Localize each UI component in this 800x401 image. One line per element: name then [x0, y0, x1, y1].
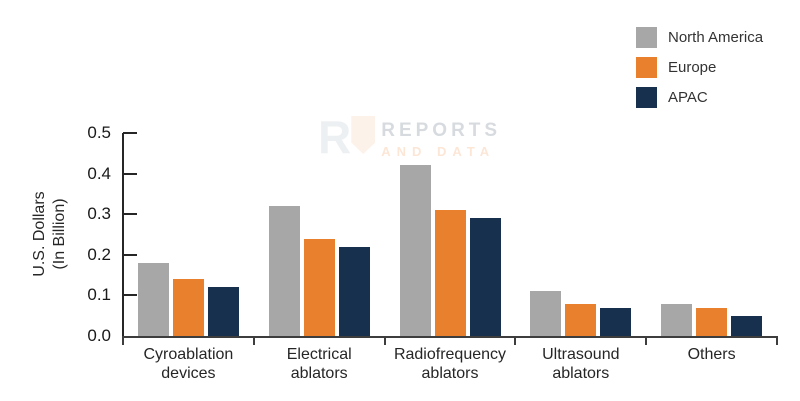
chart-legend: North America Europe APAC [636, 27, 763, 117]
x-category-label-others: Others [687, 346, 736, 363]
legend-label-europe: Europe [668, 59, 717, 76]
y-tick-label: 0.0 [87, 326, 111, 345]
x-category-label-ultrasound-ablators: Ultrasound ablators [542, 346, 620, 382]
bar-others-north-america [661, 304, 693, 336]
y-tick-mark [123, 253, 137, 256]
bar-radiofrequency-ablators-north-america [399, 165, 431, 336]
legend-label-apac: APAC [668, 89, 708, 106]
plot-area [123, 133, 777, 336]
legend-item-north-america: North America [636, 27, 763, 48]
y-axis-title: U.S. Dollars (In Billion) [31, 191, 68, 277]
x-axis-line [122, 336, 778, 338]
y-tick-label: 0.1 [87, 285, 111, 305]
bar-cyroablation-devices-europe [172, 279, 204, 336]
bar-ultrasound-ablators-europe [565, 304, 597, 336]
bar-cyroablation-devices-north-america [137, 263, 169, 336]
x-category-label-cyroablation-devices: Cyroablation devices [143, 346, 234, 382]
x-category-label-electrical-ablators: Electrical ablators [286, 346, 352, 382]
x-tick-mark [776, 338, 778, 345]
legend-swatch-north-america [636, 27, 657, 48]
x-tick-mark [514, 338, 516, 345]
bar-electrical-ablators-north-america [268, 206, 300, 336]
y-tick-mark [123, 213, 137, 216]
bar-others-apac [731, 316, 763, 336]
y-tick-label: 0.3 [87, 204, 111, 224]
x-tick-mark [384, 338, 386, 345]
legend-swatch-europe [636, 57, 657, 78]
bar-ultrasound-ablators-apac [600, 308, 632, 336]
bar-cyroablation-devices-apac [207, 287, 239, 336]
x-tick-mark [645, 338, 647, 345]
bar-others-europe [696, 308, 728, 336]
y-tick-label: 0.4 [87, 163, 111, 183]
x-tick-mark [122, 338, 124, 345]
x-category-label-radiofrequency-ablators: Radiofrequency ablators [393, 346, 507, 382]
y-tick-mark [123, 172, 137, 175]
y-tick-mark [123, 132, 137, 134]
legend-swatch-apac [636, 87, 657, 108]
y-tick-label: 0.2 [87, 244, 111, 264]
bar-radiofrequency-ablators-europe [434, 210, 466, 336]
bar-electrical-ablators-apac [338, 247, 370, 336]
bar-ultrasound-ablators-north-america [530, 291, 562, 336]
y-tick-label: 0.5 [87, 123, 111, 142]
x-tick-mark [253, 338, 255, 345]
y-tick-mark [123, 294, 137, 297]
bar-radiofrequency-ablators-apac [469, 218, 501, 336]
y-axis-line [122, 133, 124, 338]
legend-label-north-america: North America [668, 29, 764, 46]
legend-item-europe: Europe [636, 57, 763, 78]
bar-electrical-ablators-europe [303, 239, 335, 336]
legend-item-apac: APAC [636, 87, 763, 108]
